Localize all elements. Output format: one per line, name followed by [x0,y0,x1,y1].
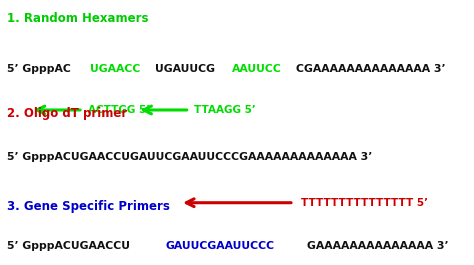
Text: 5’ GpppACUGAACCU: 5’ GpppACUGAACCU [7,241,130,251]
Text: 1. Random Hexamers: 1. Random Hexamers [7,12,149,25]
Text: 5’ GpppAC: 5’ GpppAC [7,64,71,74]
Text: ACTTGG 5’: ACTTGG 5’ [88,105,150,115]
Text: CGAAAAAAAAAAAAAA 3’: CGAAAAAAAAAAAAAA 3’ [296,64,446,74]
Text: GAAAAAAAAAAAAAA 3’: GAAAAAAAAAAAAAA 3’ [307,241,448,251]
Text: AAUUCC: AAUUCC [232,64,282,74]
Text: TTTTTTTTTTTTTTT 5’: TTTTTTTTTTTTTTT 5’ [301,198,428,208]
Text: 2. Oligo dT primer: 2. Oligo dT primer [7,107,128,120]
Text: 5’ GpppACUGAACCUGAUUCGAAUUCCCGAAAAAAAAAAAAA 3’: 5’ GpppACUGAACCUGAUUCGAAUUCCCGAAAAAAAAAA… [7,152,373,162]
Text: GAUUCGAAUUCCC: GAUUCGAAUUCCC [166,241,275,251]
Text: UGAUUCG: UGAUUCG [155,64,215,74]
Text: TTAAGG 5’: TTAAGG 5’ [194,105,256,115]
Text: 3. Gene Specific Primers: 3. Gene Specific Primers [7,200,170,213]
Text: UGAACC: UGAACC [90,64,140,74]
